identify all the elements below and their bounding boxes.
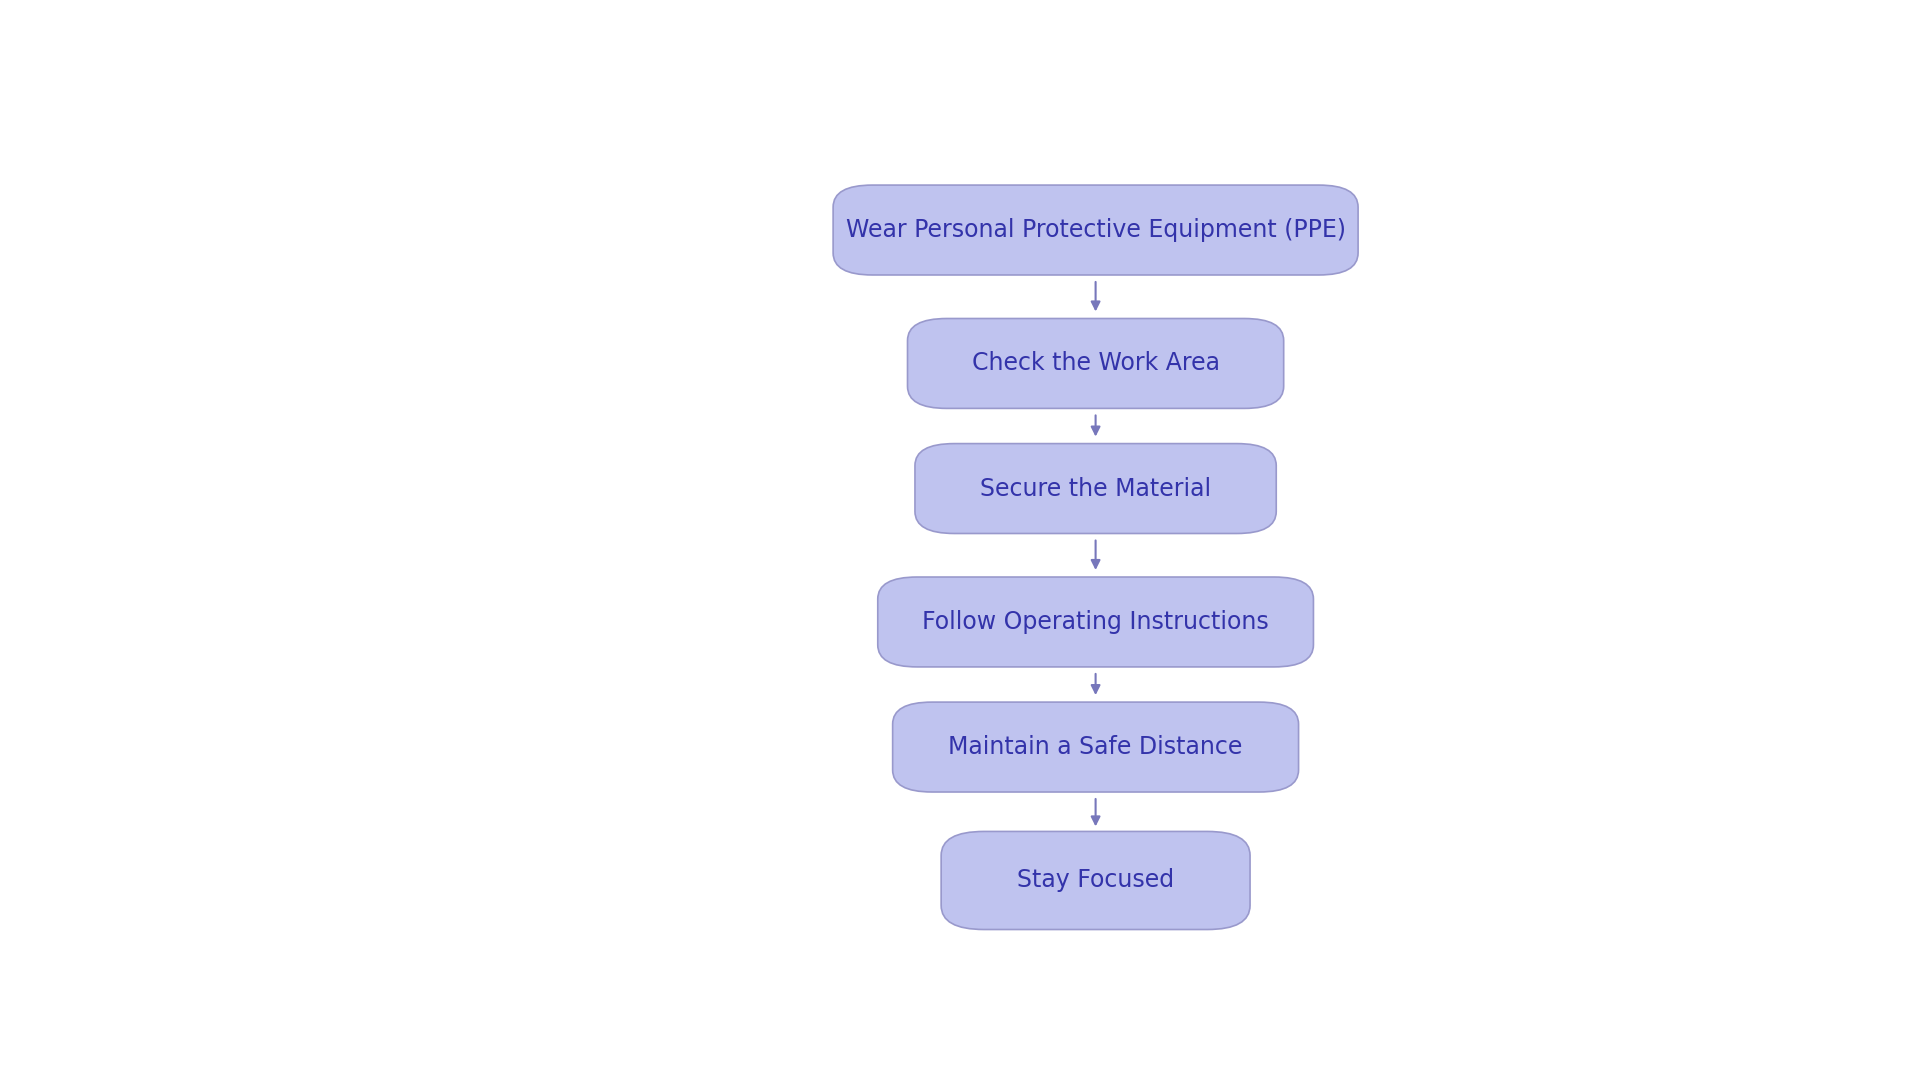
Text: Maintain a Safe Distance: Maintain a Safe Distance	[948, 735, 1242, 759]
FancyBboxPatch shape	[833, 185, 1357, 275]
FancyBboxPatch shape	[941, 832, 1250, 929]
FancyBboxPatch shape	[893, 702, 1298, 792]
FancyBboxPatch shape	[877, 577, 1313, 667]
Text: Check the Work Area: Check the Work Area	[972, 352, 1219, 376]
Text: Secure the Material: Secure the Material	[979, 477, 1212, 500]
FancyBboxPatch shape	[916, 444, 1277, 534]
Text: Follow Operating Instructions: Follow Operating Instructions	[922, 610, 1269, 634]
FancyBboxPatch shape	[908, 318, 1284, 408]
Text: Stay Focused: Stay Focused	[1018, 869, 1175, 892]
Text: Wear Personal Protective Equipment (PPE): Wear Personal Protective Equipment (PPE)	[845, 218, 1346, 242]
